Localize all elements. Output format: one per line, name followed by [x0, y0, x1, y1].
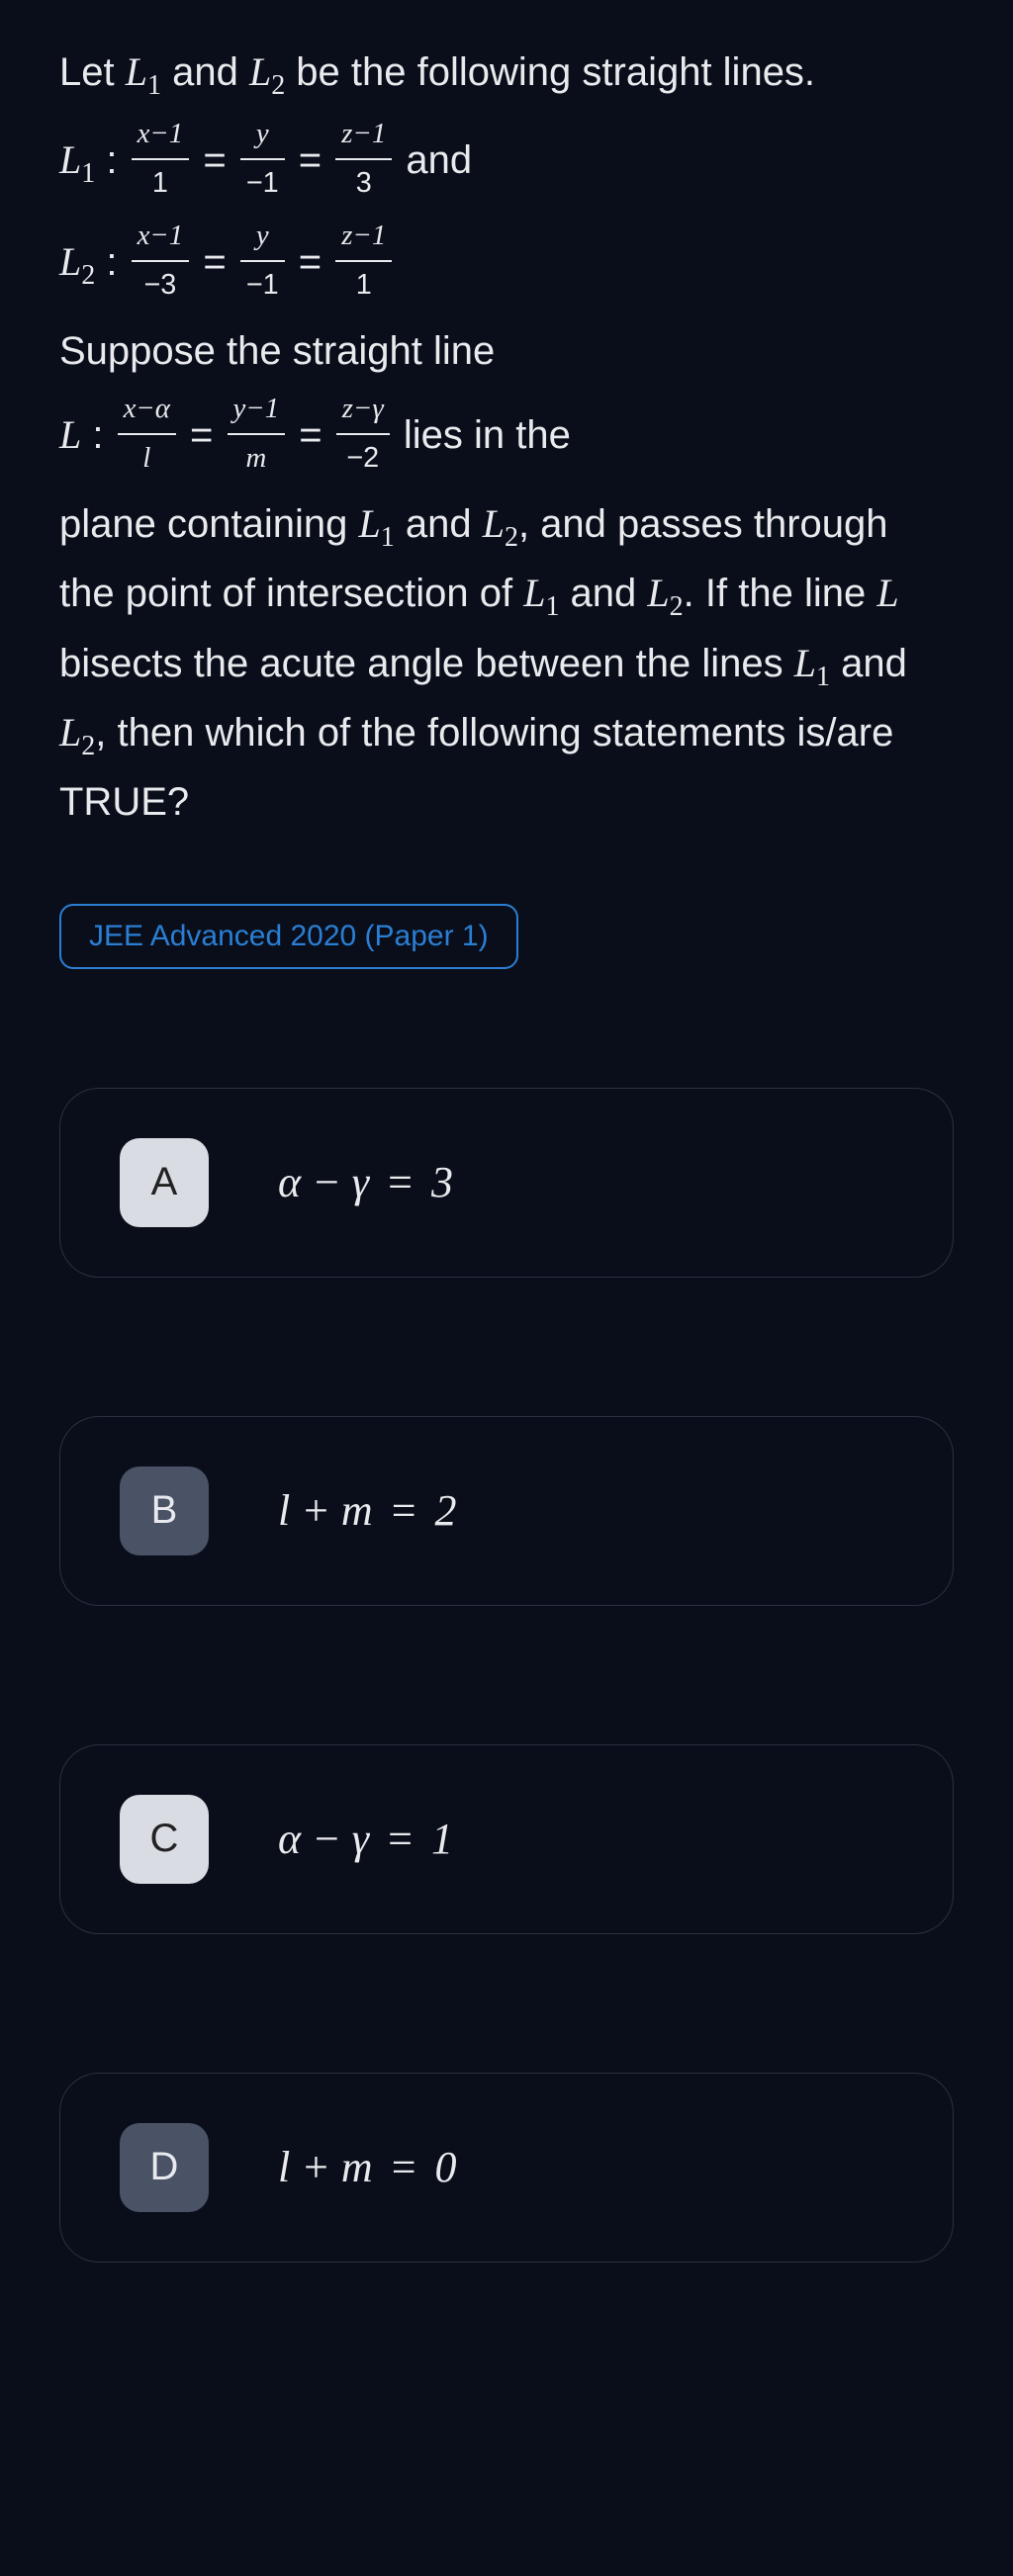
- text: and: [161, 50, 249, 94]
- option-a[interactable]: A α − γ = 3: [59, 1088, 954, 1278]
- options-list: A α − γ = 3 B l + m = 2 C α − γ = 1 D l …: [59, 1088, 954, 2263]
- equation-l2: L2 : x−1−3 = y−1 = z−11: [59, 217, 954, 312]
- equation-l: L : x−αl = y−1m = z−γ−2 lies in the: [59, 390, 954, 486]
- equation-l1: L1 : x−11 = y−1 = z−13 and: [59, 115, 954, 211]
- question-text: Let L1 and L2 be the following straight …: [59, 40, 954, 835]
- option-d[interactable]: D l + m = 0: [59, 2073, 954, 2263]
- option-text: α − γ = 3: [278, 1157, 453, 1207]
- math-L1: L1: [126, 49, 161, 94]
- option-badge: C: [120, 1795, 209, 1884]
- option-c[interactable]: C α − γ = 1: [59, 1744, 954, 1934]
- text: plane containing: [59, 502, 358, 546]
- option-badge: A: [120, 1138, 209, 1227]
- option-text: α − γ = 1: [278, 1814, 453, 1864]
- option-badge: D: [120, 2123, 209, 2212]
- text: Suppose the straight line: [59, 318, 954, 384]
- option-badge: B: [120, 1466, 209, 1555]
- text: Let: [59, 50, 126, 94]
- source-tag: JEE Advanced 2020 (Paper 1): [59, 904, 518, 969]
- option-b[interactable]: B l + m = 2: [59, 1416, 954, 1606]
- text: be the following straight lines.: [285, 50, 815, 94]
- option-text: l + m = 2: [278, 1485, 457, 1536]
- math-L2: L2: [249, 49, 285, 94]
- option-text: l + m = 0: [278, 2142, 457, 2192]
